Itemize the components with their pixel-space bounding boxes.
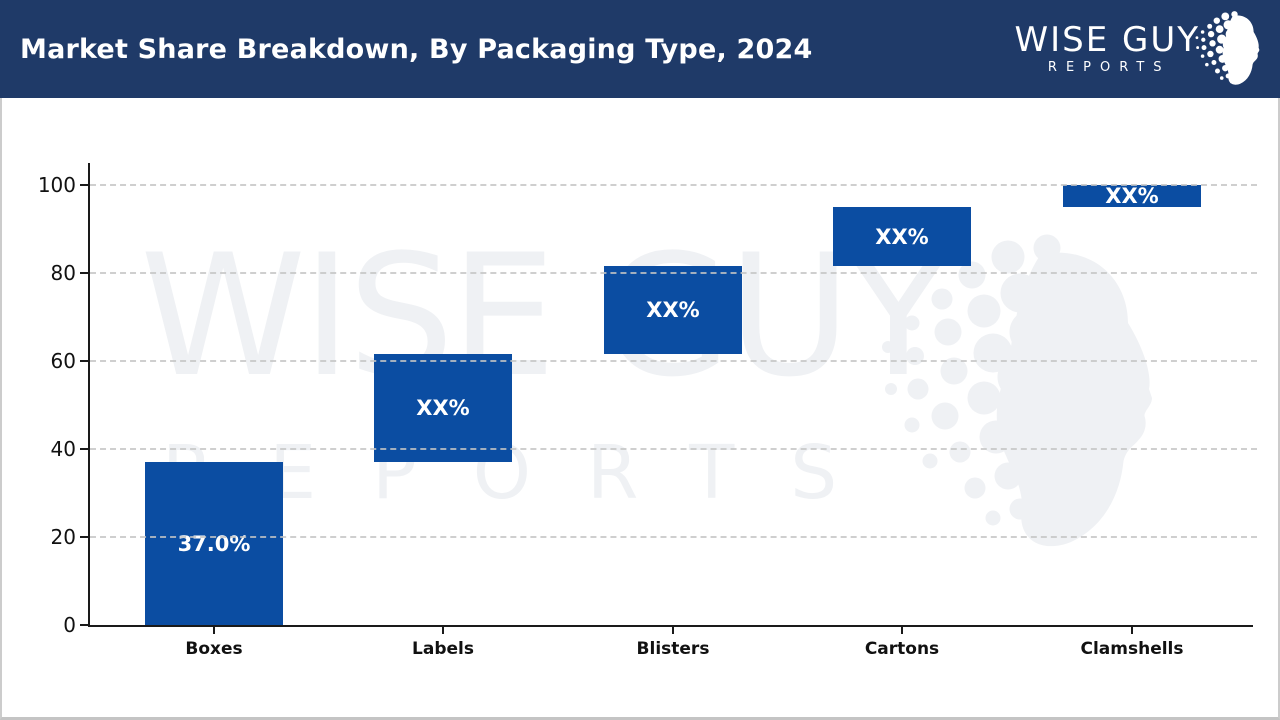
y-tick-label: 100 xyxy=(37,173,76,197)
logo-wordmark-line2: REPORTS xyxy=(1047,59,1171,75)
x-tick-label: Clamshells xyxy=(1080,639,1184,659)
chart-canvas: WISE GUY REPORTS 37.0% XX% XX% XX% XX% 0 20 40 6… xyxy=(0,98,1280,720)
bar-value-label: XX% xyxy=(875,224,929,249)
bar-value-label: XX% xyxy=(416,396,470,421)
x-axis-line xyxy=(88,625,1253,627)
y-tick-label: 60 xyxy=(50,349,76,373)
page-title: Market Share Breakdown, By Packaging Typ… xyxy=(20,33,813,65)
x-tick-mark xyxy=(213,627,215,634)
y-tick-mark xyxy=(80,360,88,362)
logo-wordmark-line1: WISE GUY xyxy=(1014,20,1200,61)
x-tick-label: Blisters xyxy=(636,639,710,659)
gridline xyxy=(90,272,1257,274)
bar-value-label: 37.0% xyxy=(177,531,251,556)
y-tick-label: 80 xyxy=(50,261,76,285)
header-bar: Market Share Breakdown, By Packaging Typ… xyxy=(0,0,1280,98)
x-tick-mark xyxy=(1131,627,1133,634)
bar-segment: XX% xyxy=(1063,184,1201,208)
logo-wordmark: WISE GUY REPORTS xyxy=(1014,20,1200,75)
y-tick-label: 0 xyxy=(63,613,76,637)
gridline xyxy=(90,360,1257,362)
gridline xyxy=(90,536,1257,538)
y-tick-mark xyxy=(80,624,88,626)
gridline xyxy=(90,448,1257,450)
logo-head-icon xyxy=(1195,11,1260,85)
x-tick-mark xyxy=(672,627,674,634)
y-tick-mark xyxy=(80,536,88,538)
bar-value-label: XX% xyxy=(646,298,700,323)
bar-segment: XX% xyxy=(833,207,971,267)
x-tick-mark xyxy=(442,627,444,634)
brand-logo: WISE GUY REPORTS xyxy=(1014,10,1266,88)
bar-segment: 37.0% xyxy=(145,462,283,625)
gridline xyxy=(90,184,1257,186)
watermark-head-icon xyxy=(882,234,1152,547)
x-tick-label: Cartons xyxy=(864,639,940,659)
y-tick-mark xyxy=(80,184,88,186)
y-tick-mark xyxy=(80,448,88,450)
x-tick-label: Labels xyxy=(412,639,474,659)
bar-segment: XX% xyxy=(604,266,742,355)
y-tick-label: 20 xyxy=(50,525,76,549)
y-tick-label: 40 xyxy=(50,437,76,461)
y-tick-mark xyxy=(80,272,88,274)
bar-segment: XX% xyxy=(374,354,512,463)
x-tick-mark xyxy=(901,627,903,634)
watermark-text-primary: WISE GUY xyxy=(140,218,950,414)
x-tick-label: Boxes xyxy=(185,639,243,659)
y-axis-line xyxy=(88,163,90,627)
bar-value-label: XX% xyxy=(1105,184,1159,208)
